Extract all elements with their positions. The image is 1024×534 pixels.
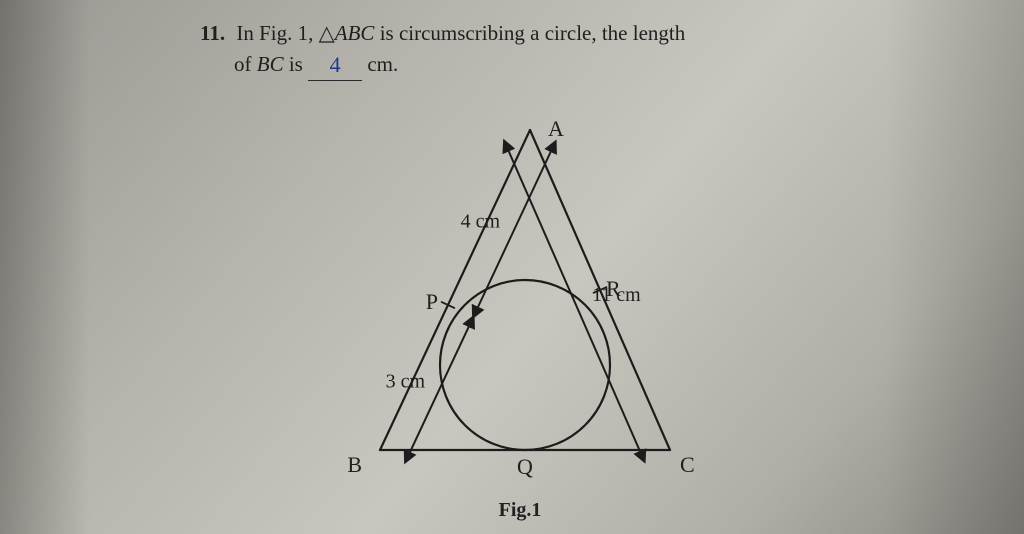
question-line1-post: is circumscribing a circle, the length bbox=[374, 21, 685, 45]
line2-mid: is bbox=[284, 52, 309, 76]
svg-text:A: A bbox=[548, 116, 564, 141]
svg-text:Q: Q bbox=[517, 454, 533, 479]
figure-container: 4 cm3 cm11 cmABCPQR Fig.1 bbox=[300, 90, 740, 530]
bc-label: BC bbox=[257, 52, 284, 76]
svg-text:R: R bbox=[606, 276, 621, 301]
figure-svg: 4 cm3 cm11 cmABCPQR bbox=[300, 90, 740, 510]
question-number: 11. bbox=[200, 21, 225, 45]
svg-text:4 cm: 4 cm bbox=[461, 210, 501, 232]
triangle-symbol: △ bbox=[319, 21, 335, 45]
figure-caption: Fig.1 bbox=[300, 499, 740, 522]
question-line1-pre: In Fig. 1, bbox=[236, 21, 318, 45]
svg-text:3 cm: 3 cm bbox=[386, 370, 426, 392]
svg-text:B: B bbox=[347, 452, 362, 477]
svg-text:P: P bbox=[426, 289, 438, 314]
svg-text:C: C bbox=[680, 452, 695, 477]
handwritten-answer: 4 bbox=[330, 52, 341, 77]
answer-blank: 4 bbox=[308, 48, 362, 81]
question-line2: of BC is 4 cm. bbox=[234, 48, 984, 81]
question-text: 11. In Fig. 1, △ABC is circumscribing a … bbox=[200, 18, 984, 81]
triangle-name: ABC bbox=[335, 21, 375, 45]
line2-pre: of bbox=[234, 52, 257, 76]
line2-post: cm. bbox=[362, 52, 398, 76]
